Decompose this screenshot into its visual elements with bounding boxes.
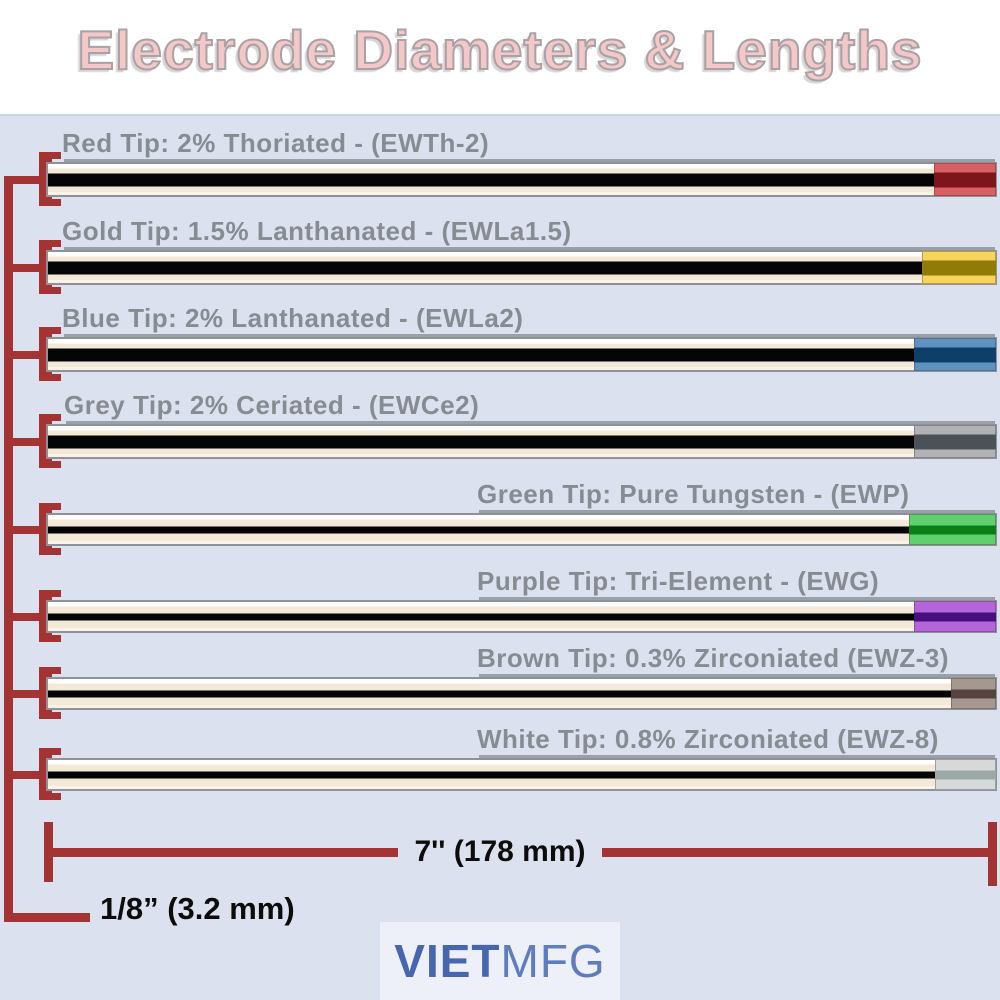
bracket-connector-line xyxy=(6,263,40,272)
electrode-tip-brown xyxy=(951,678,996,709)
label-underline xyxy=(479,597,995,600)
electrode-row-gold: Gold Tip: 1.5% Lanthanated - (EWLa1.5) xyxy=(0,214,1000,309)
brand-logo-light-text: MFG xyxy=(500,935,606,987)
brand-logo: VIET MFG xyxy=(380,922,620,1000)
bracket-connector-line xyxy=(6,437,40,446)
diameter-reference-foot-line xyxy=(4,913,90,922)
electrode-rod xyxy=(46,513,997,546)
diameter-dimension-label: 1/8” (3.2 mm) xyxy=(100,891,295,926)
electrode-rod xyxy=(46,600,997,633)
electrode-rod xyxy=(46,424,997,459)
diameter-reference-line xyxy=(4,176,13,922)
electrode-core-stripe xyxy=(48,435,995,448)
label-underline xyxy=(479,510,995,513)
label-underline xyxy=(479,674,995,677)
electrode-row-grey: Grey Tip: 2% Ceriated - (EWCe2) xyxy=(0,388,1000,483)
label-underline xyxy=(64,159,995,162)
electrode-row-blue: Blue Tip: 2% Lanthanated - (EWLa2) xyxy=(0,301,1000,396)
electrode-label: Grey Tip: 2% Ceriated - (EWCe2) xyxy=(64,390,480,420)
electrode-tip-core xyxy=(914,434,996,449)
electrode-core-stripe xyxy=(48,261,995,274)
header-band: Electrode Diameters & Lengths xyxy=(0,0,1000,114)
electrode-tip-core xyxy=(951,689,996,698)
bracket-connector-line xyxy=(6,770,40,779)
bracket-connector-line xyxy=(6,350,40,359)
electrode-core-stripe xyxy=(48,771,995,778)
electrode-tip-white xyxy=(935,759,996,790)
electrode-label: Brown Tip: 0.3% Zirconiated (EWZ-3) xyxy=(477,643,950,673)
electrode-row-red: Red Tip: 2% Thoriated - (EWTh-2) xyxy=(0,126,1000,221)
electrode-tip-core xyxy=(922,260,996,275)
bracket-connector-line xyxy=(6,612,40,621)
brand-logo-bold-text: VIET xyxy=(394,935,501,987)
electrode-core-stripe xyxy=(48,526,995,533)
electrode-core-stripe xyxy=(48,348,995,361)
electrode-tip-blue xyxy=(914,338,996,371)
electrode-core-stripe xyxy=(48,173,995,186)
electrode-rod xyxy=(46,758,997,791)
electrode-rod xyxy=(46,162,997,197)
page-title: Electrode Diameters & Lengths xyxy=(76,18,923,82)
electrode-label: Blue Tip: 2% Lanthanated - (EWLa2) xyxy=(62,303,524,333)
length-dimension-label: 7'' (178 mm) xyxy=(398,831,602,873)
electrode-core-stripe xyxy=(48,613,995,620)
electrode-rod xyxy=(46,337,997,372)
electrode-row-purple: Purple Tip: Tri-Element - (EWG) xyxy=(0,564,1000,657)
electrode-label: Purple Tip: Tri-Element - (EWG) xyxy=(477,566,880,596)
label-underline xyxy=(479,755,995,758)
electrode-row-white: White Tip: 0.8% Zirconiated (EWZ-8) xyxy=(0,722,1000,815)
electrode-tip-gold xyxy=(922,251,996,284)
electrode-label: Red Tip: 2% Thoriated - (EWTh-2) xyxy=(62,128,490,158)
label-underline xyxy=(66,421,995,424)
electrode-tip-core xyxy=(914,612,996,621)
electrode-label: Gold Tip: 1.5% Lanthanated - (EWLa1.5) xyxy=(62,216,572,246)
length-dimension-label-wrap: 7'' (178 mm) xyxy=(0,831,1000,873)
electrode-core-stripe xyxy=(48,690,995,697)
bracket-connector-line xyxy=(6,689,40,698)
electrode-tip-red xyxy=(934,163,996,196)
label-underline xyxy=(64,334,995,337)
electrode-tip-grey xyxy=(914,425,996,458)
electrode-tip-core xyxy=(935,770,996,779)
electrode-rod xyxy=(46,250,997,285)
electrode-row-green: Green Tip: Pure Tungsten - (EWP) xyxy=(0,477,1000,570)
electrode-rod xyxy=(46,677,997,710)
electrode-row-brown: Brown Tip: 0.3% Zirconiated (EWZ-3) xyxy=(0,641,1000,734)
electrode-tip-green xyxy=(909,514,996,545)
label-underline xyxy=(64,247,995,250)
bracket-connector-line xyxy=(6,525,40,534)
electrode-label: Green Tip: Pure Tungsten - (EWP) xyxy=(477,479,910,509)
electrode-tip-purple xyxy=(914,601,996,632)
length-dimension-right-tick xyxy=(988,822,997,886)
electrode-tip-core xyxy=(934,172,996,187)
length-dimension-left-tick xyxy=(44,822,53,882)
electrode-tip-core xyxy=(914,347,996,362)
electrode-label: White Tip: 0.8% Zirconiated (EWZ-8) xyxy=(477,724,939,754)
electrode-tip-core xyxy=(909,525,996,534)
bracket-connector-line xyxy=(6,175,40,184)
